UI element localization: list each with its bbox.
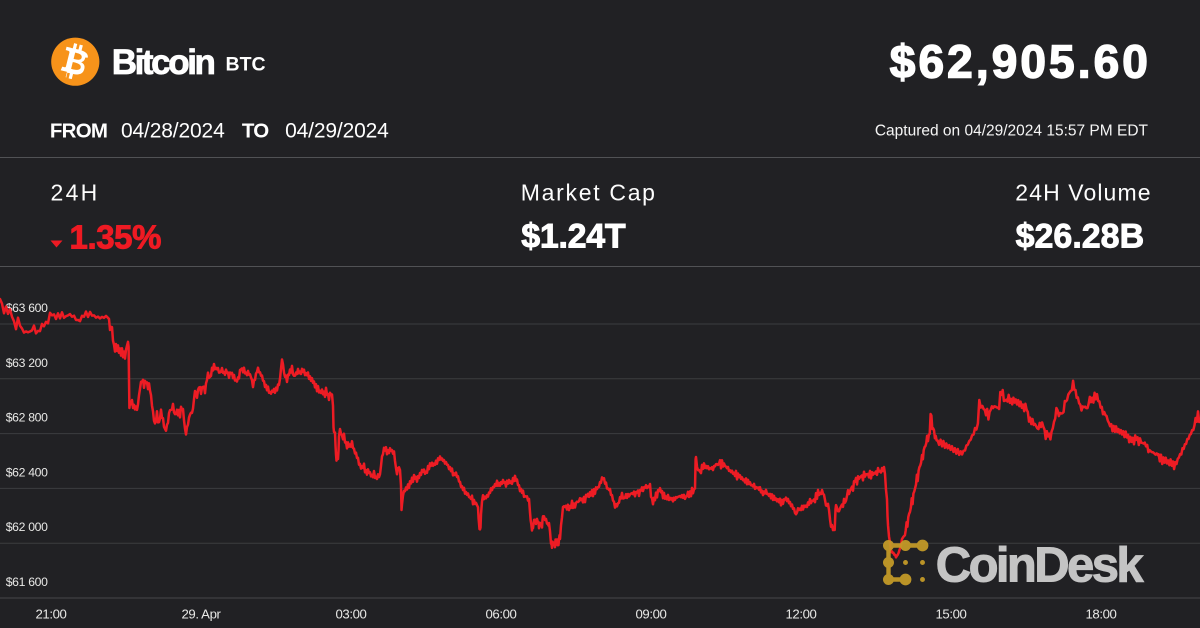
svg-text:18:00: 18:00 xyxy=(1085,606,1116,621)
svg-text:24H Volume: 24H Volume xyxy=(1015,180,1151,206)
svg-text:CoinDesk: CoinDesk xyxy=(936,539,1145,593)
svg-text:TO: TO xyxy=(242,120,269,143)
svg-text:BTC: BTC xyxy=(226,54,266,76)
svg-text:04/28/2024: 04/28/2024 xyxy=(121,120,225,143)
svg-text:15:00: 15:00 xyxy=(935,606,966,621)
svg-text:$62 800: $62 800 xyxy=(6,411,48,425)
svg-text:$26.28B: $26.28B xyxy=(1016,218,1145,256)
svg-text:03:00: 03:00 xyxy=(335,606,366,621)
svg-text:$1.24T: $1.24T xyxy=(521,218,626,256)
svg-text:FROM: FROM xyxy=(50,120,107,143)
svg-text:04/29/2024: 04/29/2024 xyxy=(285,120,389,143)
svg-text:29. Apr: 29. Apr xyxy=(182,606,222,621)
svg-text:$62 000: $62 000 xyxy=(6,520,48,534)
svg-text:Captured on 04/29/2024 15:57 P: Captured on 04/29/2024 15:57 PM EDT xyxy=(875,123,1149,140)
svg-text:24H: 24H xyxy=(51,180,100,206)
svg-text:Market Cap: Market Cap xyxy=(521,180,657,206)
svg-text:1.35%: 1.35% xyxy=(70,219,162,256)
svg-text:12:00: 12:00 xyxy=(785,606,816,621)
svg-text:06:00: 06:00 xyxy=(485,606,516,621)
svg-text:$63 200: $63 200 xyxy=(6,356,48,370)
svg-text:09:00: 09:00 xyxy=(635,606,666,621)
svg-text:$63 600: $63 600 xyxy=(6,301,48,315)
svg-text:21:00: 21:00 xyxy=(35,606,66,621)
svg-text:$62 400: $62 400 xyxy=(6,465,48,479)
svg-text:$62,905.60: $62,905.60 xyxy=(890,36,1151,88)
svg-text:$61 600: $61 600 xyxy=(6,575,48,589)
svg-text:Bitcoin: Bitcoin xyxy=(112,43,215,82)
